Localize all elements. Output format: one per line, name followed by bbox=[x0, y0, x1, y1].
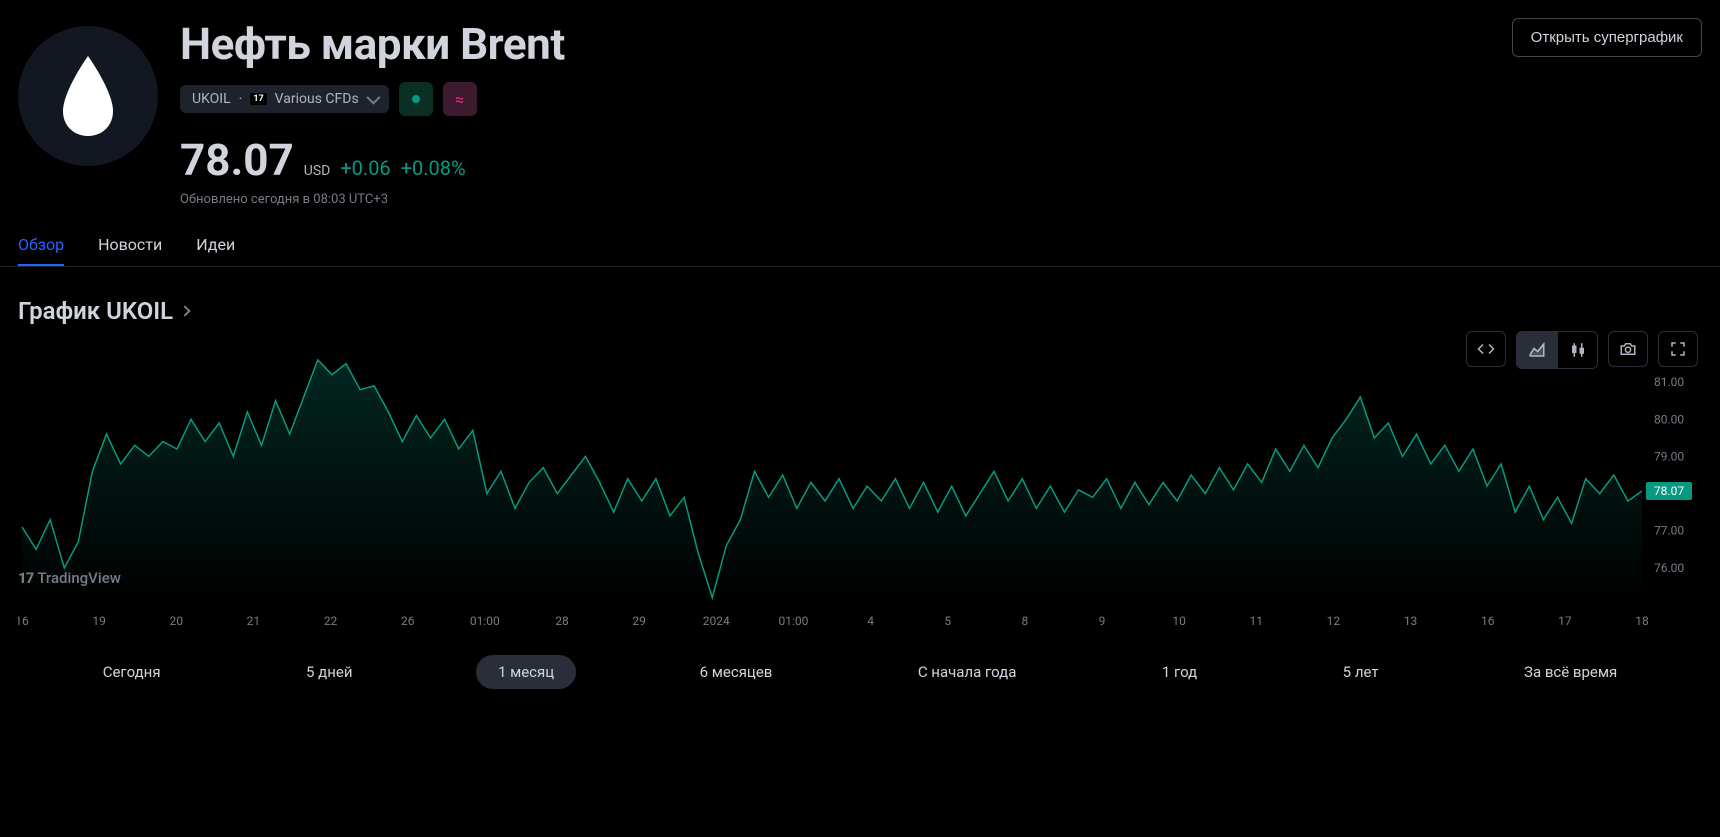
tab-overview[interactable]: Обзор bbox=[18, 235, 64, 266]
candles-icon bbox=[1569, 341, 1587, 359]
price-change-pct: +0.08% bbox=[401, 156, 466, 180]
instrument-logo bbox=[18, 26, 158, 166]
updated-at: Обновлено сегодня в 08:03 UTC+3 bbox=[180, 192, 565, 207]
chart-title: График UKOIL bbox=[18, 297, 173, 325]
tab-ideas[interactable]: Идеи bbox=[196, 235, 235, 266]
svg-text:9: 9 bbox=[1099, 614, 1106, 628]
camera-icon bbox=[1619, 340, 1637, 358]
area-chart-icon bbox=[1528, 341, 1546, 359]
svg-text:01:00: 01:00 bbox=[778, 614, 808, 628]
chart-title-link[interactable]: График UKOIL bbox=[0, 267, 1720, 325]
chart-type-area-button[interactable] bbox=[1517, 332, 1557, 368]
price-chart[interactable]: 81.00 80.00 79.00 78.07 77.00 76.00 16 19 20 21 22… bbox=[18, 335, 1702, 635]
svg-text:29: 29 bbox=[632, 614, 646, 628]
price-value: 78.07 bbox=[180, 134, 294, 186]
range-ytd[interactable]: С начала года bbox=[896, 655, 1039, 689]
symbol-selector[interactable]: UKOIL · 17 Various CFDs bbox=[180, 85, 389, 113]
range-1y[interactable]: 1 год bbox=[1140, 655, 1219, 689]
svg-text:5: 5 bbox=[944, 614, 951, 628]
svg-text:20: 20 bbox=[170, 614, 184, 628]
svg-text:78.07: 78.07 bbox=[1654, 484, 1684, 498]
svg-text:17: 17 bbox=[1558, 614, 1572, 628]
code-icon bbox=[1477, 340, 1495, 358]
approx-badge[interactable]: ≈ bbox=[443, 82, 477, 116]
svg-text:13: 13 bbox=[1404, 614, 1418, 628]
range-all[interactable]: За всё время bbox=[1502, 655, 1639, 689]
svg-text:19: 19 bbox=[92, 614, 106, 628]
range-1m[interactable]: 1 месяц bbox=[476, 655, 576, 689]
open-superchart-button[interactable]: Открыть суперграфик bbox=[1512, 18, 1702, 57]
market-status-badge[interactable] bbox=[399, 82, 433, 116]
svg-text:79.00: 79.00 bbox=[1654, 449, 1684, 463]
svg-text:21: 21 bbox=[247, 614, 261, 628]
svg-text:22: 22 bbox=[324, 614, 338, 628]
status-dot-icon bbox=[412, 95, 420, 103]
tv-logo-icon: 17 bbox=[18, 569, 33, 587]
chevron-right-icon bbox=[179, 305, 190, 316]
fullscreen-icon bbox=[1669, 340, 1687, 358]
range-5d[interactable]: 5 дней bbox=[284, 655, 374, 689]
svg-text:77.00: 77.00 bbox=[1654, 524, 1684, 538]
tv-logo-mini-icon: 17 bbox=[250, 93, 266, 105]
svg-text:16: 16 bbox=[1481, 614, 1495, 628]
tab-news[interactable]: Новости bbox=[98, 235, 162, 266]
svg-text:81.00: 81.00 bbox=[1654, 375, 1684, 389]
watermark-text: TradingView bbox=[37, 569, 121, 587]
svg-text:16: 16 bbox=[18, 614, 29, 628]
page-title: Нефть марки Brent bbox=[180, 18, 565, 70]
svg-text:01:00: 01:00 bbox=[470, 614, 500, 628]
fullscreen-button[interactable] bbox=[1658, 331, 1698, 367]
tradingview-watermark: 17 TradingView bbox=[18, 569, 121, 587]
price-change-abs: +0.06 bbox=[340, 156, 390, 180]
range-6m[interactable]: 6 месяцев bbox=[678, 655, 795, 689]
svg-text:76.00: 76.00 bbox=[1654, 561, 1684, 575]
svg-text:12: 12 bbox=[1327, 614, 1341, 628]
symbol-provider: Various CFDs bbox=[275, 91, 359, 107]
price-currency: USD bbox=[304, 163, 331, 179]
svg-text:10: 10 bbox=[1172, 614, 1186, 628]
svg-text:26: 26 bbox=[401, 614, 415, 628]
chevron-down-icon bbox=[366, 91, 380, 105]
svg-text:8: 8 bbox=[1021, 614, 1028, 628]
snapshot-button[interactable] bbox=[1608, 331, 1648, 367]
svg-text:28: 28 bbox=[555, 614, 569, 628]
svg-text:18: 18 bbox=[1635, 614, 1649, 628]
symbol-code: UKOIL bbox=[192, 91, 231, 107]
svg-text:4: 4 bbox=[867, 614, 874, 628]
svg-text:11: 11 bbox=[1250, 614, 1264, 628]
chart-type-candles-button[interactable] bbox=[1557, 332, 1597, 368]
svg-text:2024: 2024 bbox=[703, 614, 730, 628]
range-today[interactable]: Сегодня bbox=[81, 655, 183, 689]
oil-drop-icon bbox=[58, 56, 118, 136]
embed-button[interactable] bbox=[1466, 331, 1506, 367]
approx-icon: ≈ bbox=[455, 90, 464, 109]
range-5y[interactable]: 5 лет bbox=[1321, 655, 1401, 689]
svg-text:80.00: 80.00 bbox=[1654, 412, 1684, 426]
